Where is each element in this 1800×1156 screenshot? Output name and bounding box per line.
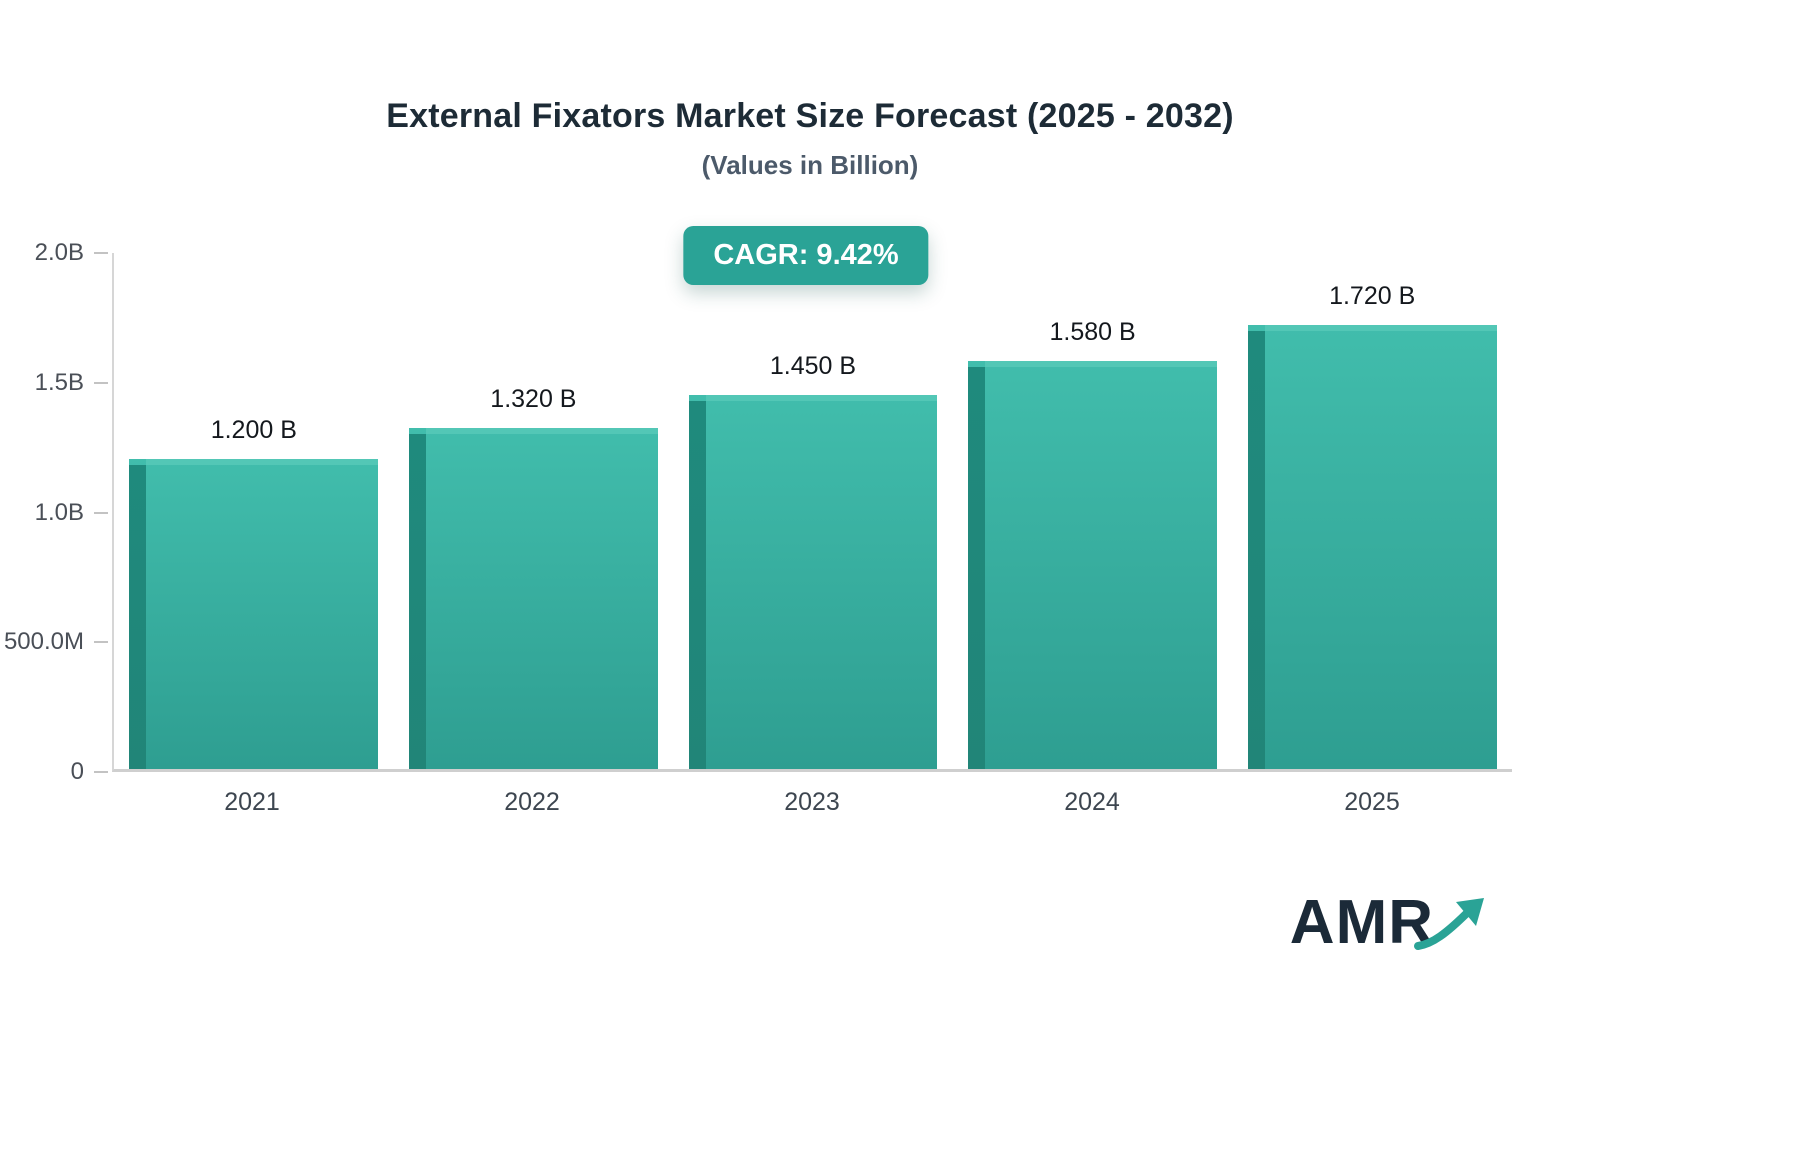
bar	[408, 428, 658, 769]
y-axis-tick-mark	[94, 511, 108, 514]
x-axis-label: 2023	[784, 788, 840, 816]
bar-value-label: 1.720 B	[1329, 282, 1416, 311]
y-axis-tick-mark	[94, 252, 108, 254]
x-axis-label: 2024	[1064, 788, 1120, 816]
x-axis-label: 2022	[504, 788, 560, 816]
amr-logo-text: AMR	[1289, 888, 1434, 957]
cagr-badge: CAGR: 9.42%	[683, 226, 929, 285]
bar-value-label: 1.450 B	[769, 351, 857, 380]
bar-value-label: 1.200 B	[210, 416, 297, 445]
x-axis-labels: 2021 2022 2023 2024 2025	[112, 788, 1512, 817]
x-axis-label: 2025	[1344, 788, 1400, 816]
y-axis-tick-label: 2.0B	[34, 239, 84, 266]
y-axis-tick: 0	[71, 757, 112, 787]
bar-slot: 1.580 B	[953, 253, 1233, 769]
bar	[968, 361, 1217, 769]
y-axis-tick: 1.5B	[35, 368, 112, 398]
bar	[688, 394, 938, 770]
bar-value-label: 1.580 B	[1049, 318, 1136, 347]
y-axis-tick-mark	[94, 381, 108, 384]
bar-slot: 1.200 B	[114, 253, 394, 769]
y-axis-tick: 500.0M	[4, 627, 112, 657]
y-axis-tick: 1.0B	[35, 498, 112, 528]
bar-slot: 1.450 B	[673, 253, 953, 770]
plot-area: 1.200 B 1.320 B 1.450 B 1.580 B 1.720 B	[112, 253, 1512, 772]
bar	[1247, 325, 1497, 769]
chart-subtitle: (Values in Billion)	[701, 150, 919, 180]
bar	[129, 459, 379, 769]
y-axis-tick: 2.0B	[35, 238, 112, 268]
bar-slot: 1.720 B	[1232, 253, 1512, 769]
y-axis-tick-mark	[94, 641, 108, 644]
y-axis-tick-label: 1.5B	[34, 368, 84, 396]
y-axis-tick-label: 0	[70, 758, 84, 785]
chart-title: External Fixators Market Size Forecast (…	[386, 97, 1234, 135]
bar-value-label: 1.320 B	[490, 385, 577, 414]
bar-slot: 1.320 B	[394, 253, 674, 769]
y-axis-tick-label: 500.0M	[3, 628, 84, 656]
trend-up-arrow-icon	[1414, 898, 1484, 950]
amr-logo: AMR	[1290, 892, 1490, 954]
y-axis-tick-mark	[94, 771, 108, 773]
y-axis: 2.0B 1.5B 1.0B 500.0M 0	[0, 239, 112, 785]
x-axis-label: 2021	[224, 788, 280, 816]
y-axis-tick-label: 1.0B	[34, 498, 84, 526]
